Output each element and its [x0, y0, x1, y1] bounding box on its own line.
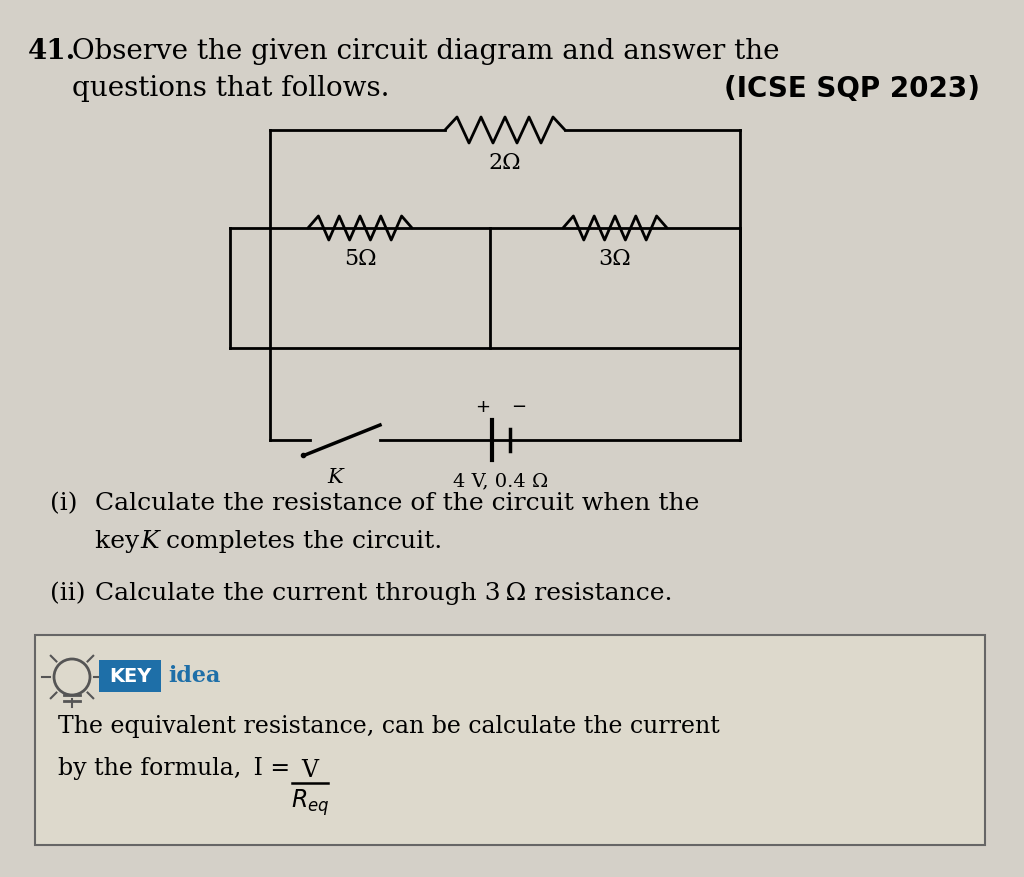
- Text: 2Ω: 2Ω: [488, 152, 521, 174]
- Text: (i): (i): [50, 492, 78, 515]
- Text: (ICSE SQP 2023): (ICSE SQP 2023): [724, 75, 980, 103]
- Text: (ii): (ii): [50, 582, 85, 605]
- Text: 41.: 41.: [28, 38, 76, 65]
- Text: 3Ω: 3Ω: [599, 248, 632, 270]
- Text: K: K: [328, 468, 343, 487]
- FancyBboxPatch shape: [99, 660, 161, 692]
- Text: The equivalent resistance, can be calculate the current: The equivalent resistance, can be calcul…: [58, 715, 720, 738]
- Text: Calculate the resistance of the circuit when the: Calculate the resistance of the circuit …: [95, 492, 699, 515]
- Text: KEY: KEY: [109, 667, 152, 686]
- Text: K: K: [140, 530, 159, 553]
- Text: questions that follows.: questions that follows.: [72, 75, 389, 102]
- Text: by the formula,  I =: by the formula, I =: [58, 757, 290, 780]
- Text: key: key: [95, 530, 147, 553]
- Text: Calculate the current through 3 Ω resistance.: Calculate the current through 3 Ω resist…: [95, 582, 673, 605]
- FancyBboxPatch shape: [35, 635, 985, 845]
- Text: 4 V, 0.4 Ω: 4 V, 0.4 Ω: [454, 472, 549, 490]
- Text: idea: idea: [168, 665, 220, 687]
- Text: completes the circuit.: completes the circuit.: [158, 530, 442, 553]
- Text: +: +: [475, 398, 490, 416]
- Text: −: −: [511, 398, 526, 416]
- Text: Observe the given circuit diagram and answer the: Observe the given circuit diagram and an…: [72, 38, 779, 65]
- Text: $R_{eq}$: $R_{eq}$: [291, 787, 330, 817]
- Text: V: V: [301, 759, 318, 782]
- Text: 5Ω: 5Ω: [344, 248, 376, 270]
